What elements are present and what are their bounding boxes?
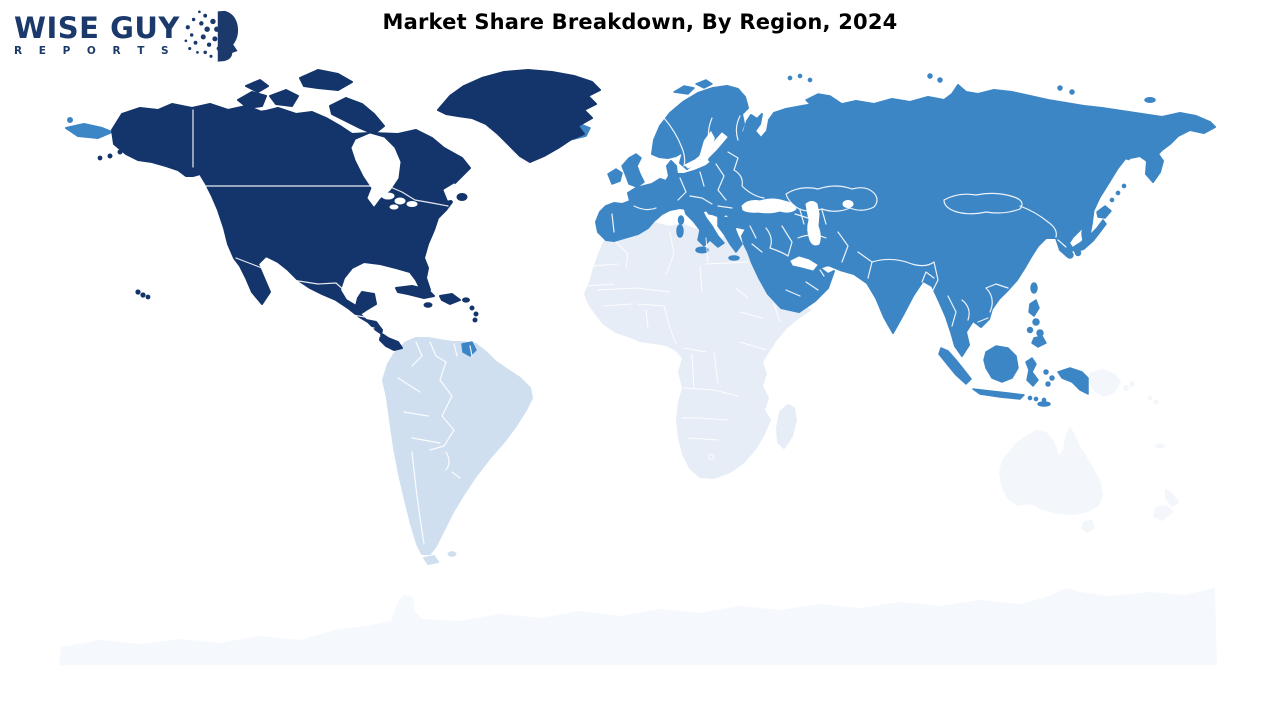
eurasia-islands <box>461 73 1156 407</box>
region-africa <box>584 220 811 479</box>
region-antarctica <box>59 588 1217 665</box>
region-oceania <box>999 369 1179 533</box>
region-europe-asia <box>65 84 1216 357</box>
country-borders <box>192 109 1067 545</box>
dotted-head-icon <box>184 10 238 62</box>
newfoundland-island <box>456 193 468 201</box>
logo-subtitle: R E P O R T S <box>14 44 176 57</box>
region-north-america <box>97 69 601 351</box>
region-south-america <box>382 337 533 565</box>
logo: WISE GUY R E P O R T S <box>14 6 240 64</box>
logo-wordmark: WISE GUY <box>14 10 180 45</box>
chart-title: Market Share Breakdown, By Region, 2024 <box>382 10 898 34</box>
